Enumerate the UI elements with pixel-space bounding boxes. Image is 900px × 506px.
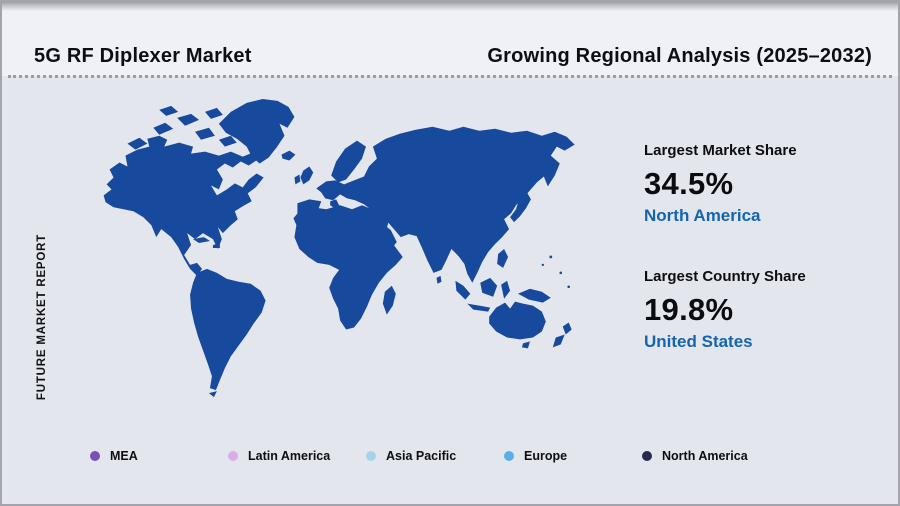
stat-label: Largest Country Share [644, 268, 806, 285]
legend-label: Asia Pacific [386, 449, 457, 463]
legend-dot-europe [504, 451, 514, 461]
stat-country-share: Largest Country Share 19.8% United State… [644, 268, 884, 352]
report-title: 5G RF Diplexer Market [34, 45, 252, 67]
world-landmass [103, 98, 575, 398]
dotted-separator [8, 75, 892, 78]
legend-label: Latin America [248, 449, 331, 463]
legend-item-mea: MEA [90, 449, 228, 463]
legend-label: Europe [524, 449, 568, 463]
brand-watermark: FUTURE MARKET REPORT [36, 233, 48, 401]
legend-dot-asia-pacific [366, 451, 376, 461]
legend-item-latin-america: Latin America [228, 449, 366, 463]
stat-market-share: Largest Market Share 34.5% North America [644, 142, 884, 226]
legend-label: MEA [110, 449, 138, 463]
legend-label: North America [662, 449, 748, 463]
legend-dot-latin-america [228, 451, 238, 461]
stats-panel: Largest Market Share 34.5% North America… [644, 142, 884, 394]
world-map [95, 90, 625, 408]
stat-label: Largest Market Share [644, 142, 797, 159]
header-band [2, 11, 898, 76]
legend-dot-mea [90, 451, 100, 461]
legend-item-asia-pacific: Asia Pacific [366, 449, 504, 463]
map-legend: MEA Latin America Asia Pacific Europe No… [90, 449, 780, 463]
legend-dot-north-america [642, 451, 652, 461]
stat-region: United States [644, 332, 753, 351]
legend-item-north-america: North America [642, 449, 780, 463]
stat-value: 34.5% [644, 166, 734, 201]
stat-region: North America [644, 206, 761, 225]
world-map-svg [103, 98, 575, 398]
stat-value: 19.8% [644, 292, 734, 327]
legend-item-europe: Europe [504, 449, 642, 463]
report-subtitle: Growing Regional Analysis (2025–2032) [487, 45, 872, 67]
top-gradient-strip [2, 2, 898, 11]
